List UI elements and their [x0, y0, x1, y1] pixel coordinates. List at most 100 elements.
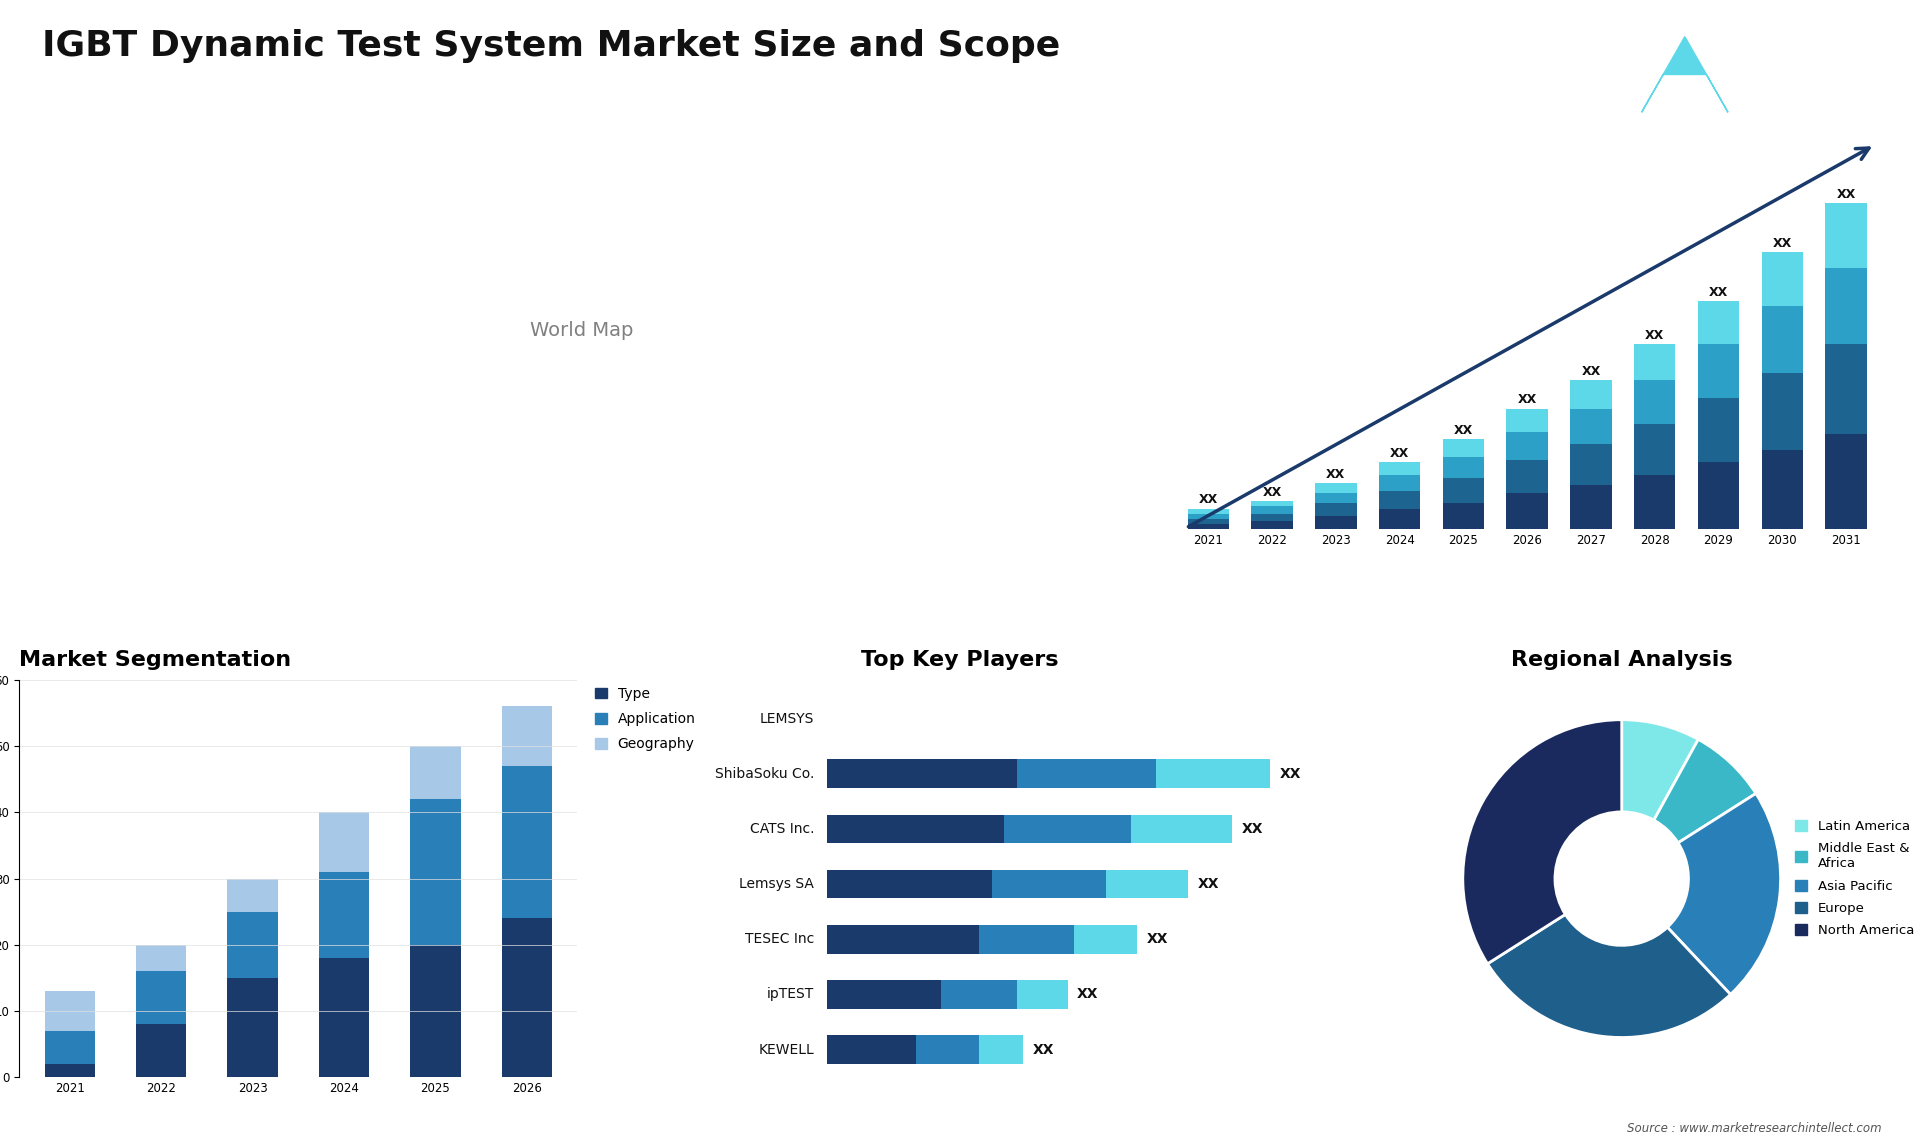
Bar [136, 944, 186, 972]
Text: ipTEST: ipTEST [768, 988, 814, 1002]
Bar [1442, 439, 1484, 457]
Bar [1315, 503, 1357, 516]
Text: MARKET: MARKET [1741, 42, 1801, 56]
Bar [411, 799, 461, 944]
Bar [1826, 204, 1866, 267]
Bar [1697, 399, 1740, 462]
Bar [1315, 493, 1357, 503]
Bar [828, 1035, 916, 1063]
Legend: Type, Application, Geography: Type, Application, Geography [595, 686, 695, 751]
Bar [1252, 507, 1292, 513]
Legend: Latin America, Middle East &
Africa, Asia Pacific, Europe, North America: Latin America, Middle East & Africa, Asi… [1795, 821, 1914, 937]
Bar [1571, 408, 1611, 445]
Bar [1018, 760, 1156, 788]
Bar [319, 958, 369, 1077]
Wedge shape [1653, 739, 1757, 842]
Bar [1442, 457, 1484, 478]
Bar [1571, 445, 1611, 486]
Bar [1188, 524, 1229, 529]
Bar [1073, 925, 1137, 953]
Wedge shape [1488, 915, 1730, 1037]
Text: XX: XX [1198, 877, 1219, 892]
Bar [501, 706, 553, 766]
Bar [1634, 345, 1676, 380]
Bar [1507, 408, 1548, 432]
Bar [1826, 345, 1866, 434]
Bar [1507, 493, 1548, 529]
Text: CATS Inc.: CATS Inc. [751, 822, 814, 835]
Bar [941, 980, 1018, 1008]
Bar [1004, 815, 1131, 843]
Bar [501, 918, 553, 1077]
Bar [979, 925, 1073, 953]
Bar [1634, 380, 1676, 424]
Bar [1188, 509, 1229, 513]
Bar [501, 766, 553, 918]
Bar [1697, 345, 1740, 399]
Bar [1507, 460, 1548, 493]
Text: XX: XX [1281, 767, 1302, 780]
Text: XX: XX [1517, 393, 1536, 407]
Text: XX: XX [1077, 988, 1098, 1002]
Bar [1131, 815, 1233, 843]
Bar [828, 925, 979, 953]
Bar [828, 815, 1004, 843]
Bar [319, 813, 369, 872]
Bar [1188, 513, 1229, 519]
Bar [136, 1025, 186, 1077]
Bar [828, 980, 941, 1008]
Bar [1315, 482, 1357, 493]
Bar [1634, 476, 1676, 529]
Bar [1252, 501, 1292, 507]
Bar [1826, 267, 1866, 345]
Bar [44, 1063, 94, 1077]
Bar [1379, 476, 1421, 490]
Wedge shape [1463, 720, 1622, 964]
Bar [979, 1035, 1023, 1063]
Text: XX: XX [1263, 486, 1283, 499]
Bar [1379, 490, 1421, 509]
Wedge shape [1622, 720, 1699, 821]
Bar [1106, 870, 1188, 898]
Bar [1507, 432, 1548, 460]
Text: XX: XX [1198, 494, 1217, 507]
Text: Market Segmentation: Market Segmentation [19, 650, 292, 670]
Wedge shape [1667, 793, 1780, 995]
Text: XX: XX [1772, 237, 1791, 250]
Polygon shape [1642, 37, 1728, 112]
Text: TESEC Inc: TESEC Inc [745, 933, 814, 947]
Bar [828, 760, 1018, 788]
Bar [44, 991, 94, 1031]
Bar [136, 972, 186, 1025]
Bar [1761, 306, 1803, 372]
Text: Source : www.marketresearchintellect.com: Source : www.marketresearchintellect.com [1626, 1122, 1882, 1135]
Text: World Map: World Map [530, 321, 634, 340]
Text: XX: XX [1327, 468, 1346, 481]
Bar [1634, 424, 1676, 476]
Bar [44, 1031, 94, 1063]
Bar [1315, 516, 1357, 529]
Text: XX: XX [1242, 822, 1263, 835]
Bar [319, 872, 369, 958]
Text: LEMSYS: LEMSYS [760, 712, 814, 725]
Bar [1252, 513, 1292, 521]
Title: Top Key Players: Top Key Players [862, 650, 1058, 670]
Text: KEWELL: KEWELL [758, 1043, 814, 1057]
Text: XX: XX [1645, 329, 1665, 343]
Bar [227, 978, 278, 1077]
Bar [1761, 449, 1803, 529]
Bar [227, 879, 278, 912]
Bar [1697, 462, 1740, 529]
Bar [1571, 486, 1611, 529]
Bar [1697, 301, 1740, 345]
Text: XX: XX [1709, 285, 1728, 299]
Bar [828, 870, 991, 898]
Bar [1571, 380, 1611, 408]
Bar [1379, 509, 1421, 529]
Bar [1252, 521, 1292, 529]
Bar [1761, 252, 1803, 306]
Bar [1442, 503, 1484, 529]
Text: ShibaSoku Co.: ShibaSoku Co. [714, 767, 814, 780]
Text: RESEARCH: RESEARCH [1734, 68, 1809, 81]
Bar [411, 746, 461, 799]
